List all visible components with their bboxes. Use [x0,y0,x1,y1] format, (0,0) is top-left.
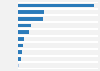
Bar [18,64,19,67]
Bar [18,17,43,21]
Bar [18,44,23,47]
Bar [18,57,21,61]
Bar [18,50,22,54]
Bar [18,37,24,41]
Bar [18,4,94,7]
Bar [18,10,44,14]
Bar [18,30,29,34]
Bar [18,24,31,27]
